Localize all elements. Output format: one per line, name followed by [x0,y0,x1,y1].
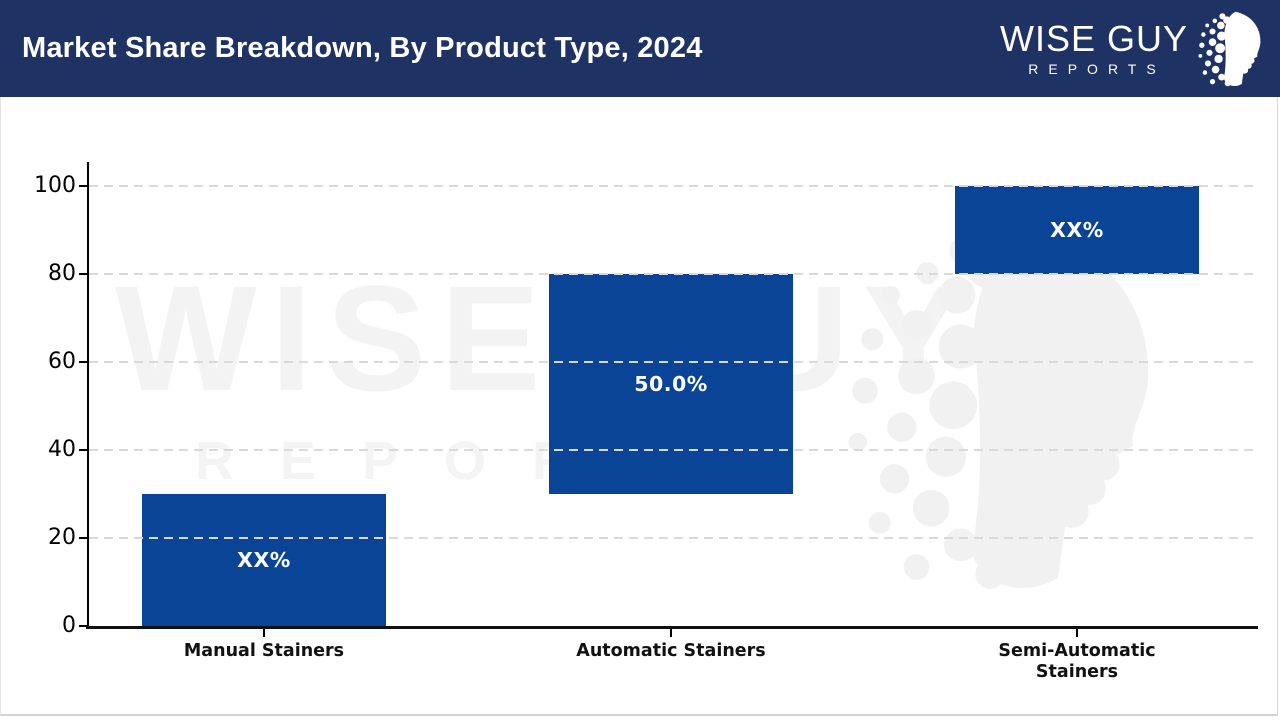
chart-title: Market Share Breakdown, By Product Type,… [22,32,703,64]
y-tick-label: 60 [48,349,76,374]
y-tick-label: 80 [48,261,76,286]
header-bar: Market Share Breakdown, By Product Type,… [0,0,1280,97]
x-tick-mark [670,629,672,637]
y-tick-mark [79,273,87,275]
gridline [89,449,1258,451]
y-tick-label: 0 [62,613,76,638]
y-tick-label: 20 [48,525,76,550]
gridline [89,537,1258,539]
y-tick-label: 100 [34,173,76,198]
y-tick-label: 40 [48,437,76,462]
bar-value-label: XX% [1050,218,1104,242]
logo-reports-text: REPORTS [1028,61,1166,77]
gridline [89,273,1258,275]
gridline [89,361,1258,363]
wiseguy-logo: WISE GUY REPORTS [1000,6,1268,92]
bar: XX% [142,494,386,626]
wiseguy-head-icon [1192,8,1268,90]
x-tick-mark [1076,629,1078,637]
bar: 50.0% [549,274,793,494]
y-tick-mark [79,537,87,539]
x-category-label: Semi-Automatic Stainers [998,641,1156,682]
logo-text: WISE GUY REPORTS [999,18,1188,78]
y-tick-mark [79,625,87,627]
logo-brand-text: WISE GUY [999,18,1188,59]
bar-value-label: 50.0% [634,372,708,396]
gridline [89,185,1258,187]
y-tick-mark [79,449,87,451]
x-tick-mark [263,629,265,637]
bar-value-label: XX% [237,548,291,572]
x-axis-line [86,626,1258,629]
y-axis-spine [87,162,89,628]
y-tick-mark [79,361,87,363]
bar: XX% [955,186,1199,274]
x-category-label: Automatic Stainers [576,641,766,661]
y-tick-mark [79,185,87,187]
x-category-label: Manual Stainers [183,641,345,661]
